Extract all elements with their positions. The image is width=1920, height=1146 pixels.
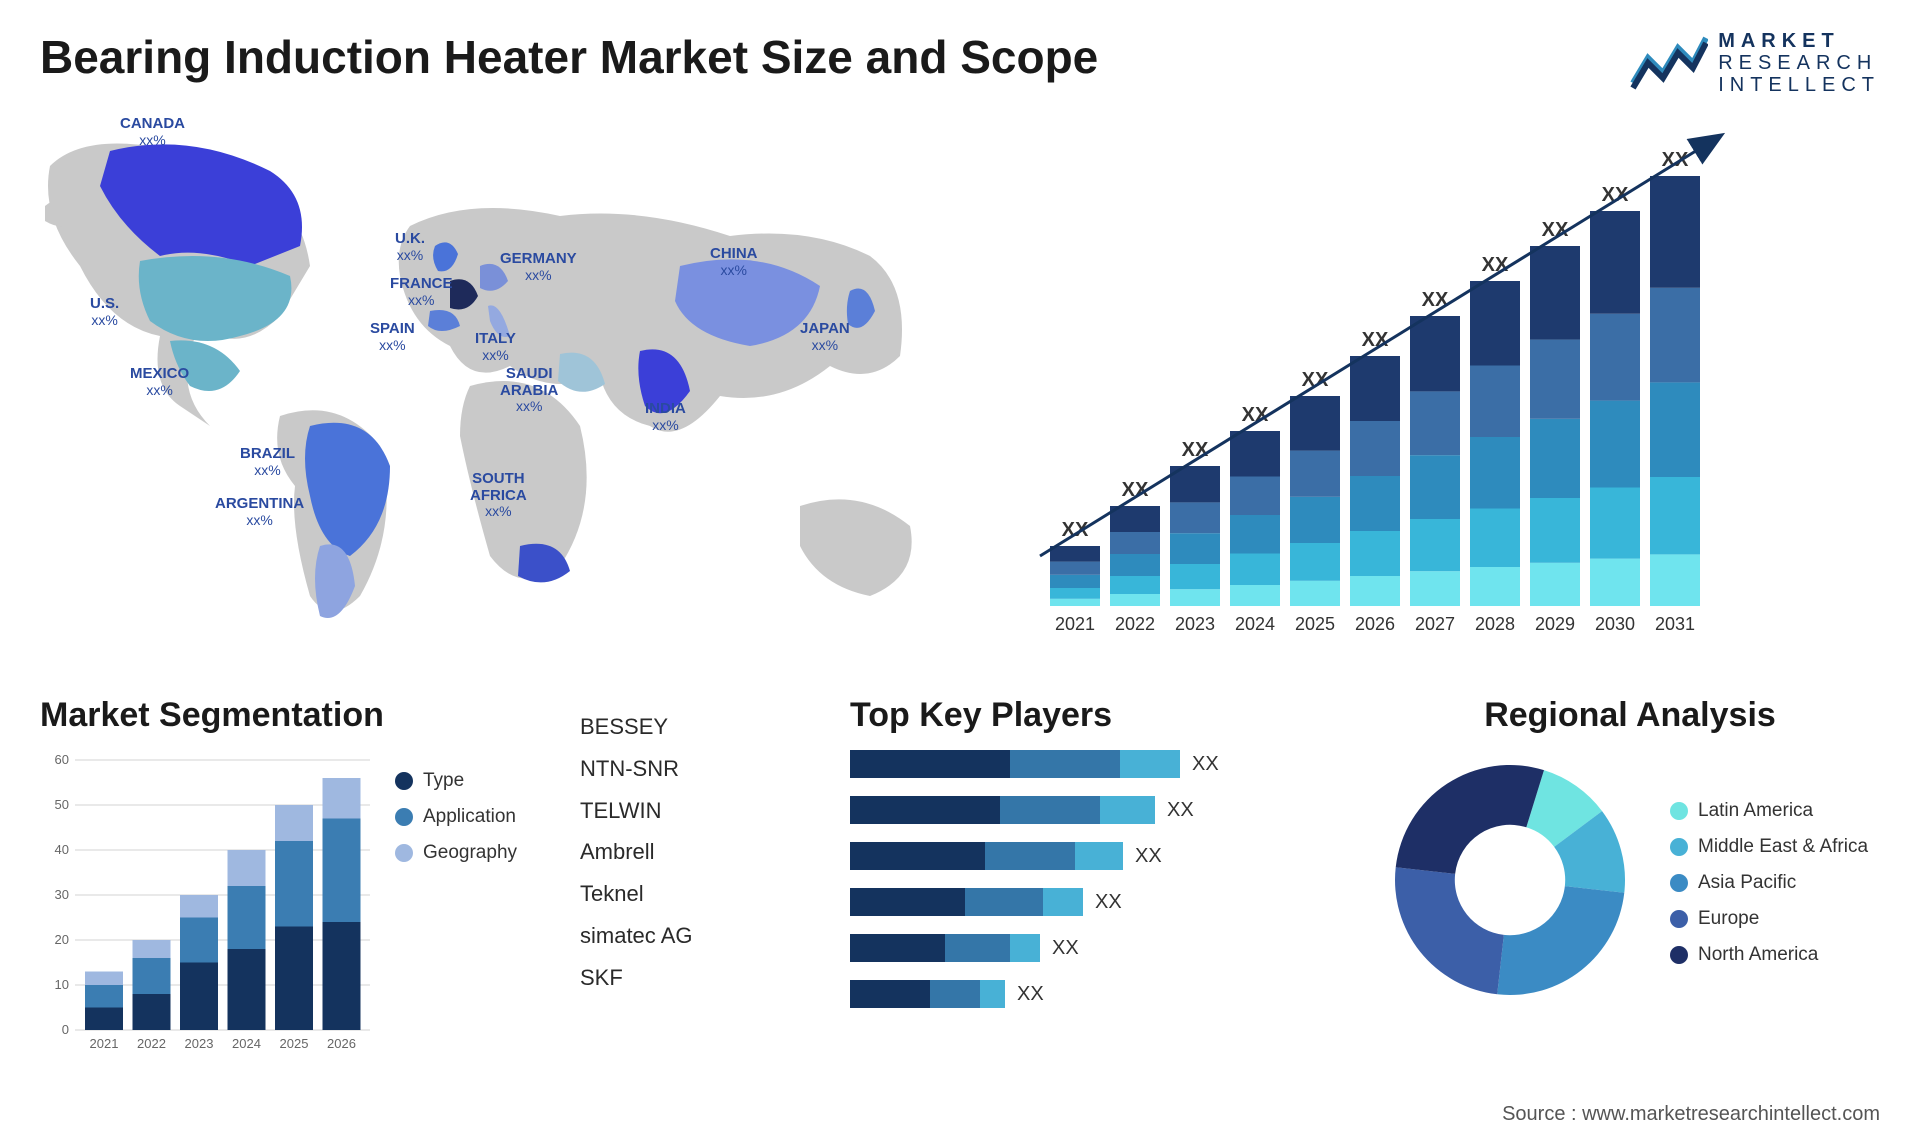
logo-line2: RESEARCH <box>1718 52 1880 74</box>
svg-text:2026: 2026 <box>327 1036 356 1051</box>
player-name: Teknel <box>580 873 820 915</box>
legend-item: Middle East & Africa <box>1670 836 1868 858</box>
source-text: Source : www.marketresearchintellect.com <box>1502 1103 1880 1126</box>
legend-item: Europe <box>1670 908 1868 930</box>
player-name: NTN-SNR <box>580 748 820 790</box>
map-label: CANADAxx% <box>120 116 185 149</box>
player-bar-row: XX <box>850 796 1350 824</box>
map-label: U.S.xx% <box>90 296 119 329</box>
svg-text:2021: 2021 <box>1055 614 1095 634</box>
legend-item: Latin America <box>1670 800 1868 822</box>
svg-text:10: 10 <box>55 977 69 992</box>
map-label: SOUTHAFRICAxx% <box>470 471 527 521</box>
players-title: Top Key Players <box>850 696 1350 735</box>
segmentation-panel: Market Segmentation 0 10 20 30 40 50 60 2021 202… <box>40 696 540 1086</box>
svg-text:60: 60 <box>55 752 69 767</box>
svg-text:XX: XX <box>1482 254 1509 276</box>
svg-text:2024: 2024 <box>1235 614 1275 634</box>
map-label: INDIAxx% <box>645 401 686 434</box>
svg-text:2031: 2031 <box>1655 614 1695 634</box>
player-bar-row: XX <box>850 934 1350 962</box>
svg-text:XX: XX <box>1422 289 1449 311</box>
svg-text:2030: 2030 <box>1595 614 1635 634</box>
svg-text:2021: 2021 <box>90 1036 119 1051</box>
svg-text:2022: 2022 <box>1115 614 1155 634</box>
player-name: Ambrell <box>580 831 820 873</box>
svg-text:2023: 2023 <box>1175 614 1215 634</box>
svg-text:20: 20 <box>55 932 69 947</box>
map-label: U.K.xx% <box>395 231 425 264</box>
player-bar-row: XX <box>850 842 1350 870</box>
svg-text:30: 30 <box>55 887 69 902</box>
logo: MARKET RESEARCH INTELLECT <box>1628 30 1880 96</box>
svg-text:2029: 2029 <box>1535 614 1575 634</box>
map-label: BRAZILxx% <box>240 446 295 479</box>
map-label: CHINAxx% <box>710 246 758 279</box>
map-label: FRANCExx% <box>390 276 453 309</box>
map-label: JAPANxx% <box>800 321 850 354</box>
map-label: SAUDIARABIAxx% <box>500 366 558 416</box>
svg-text:2024: 2024 <box>232 1036 261 1051</box>
player-name: TELWIN <box>580 790 820 832</box>
regional-title: Regional Analysis <box>1380 696 1880 735</box>
page-title: Bearing Induction Heater Market Size and… <box>40 30 1098 84</box>
map-label: MEXICOxx% <box>130 366 189 399</box>
logo-line1: MARKET <box>1718 30 1880 52</box>
map-label: GERMANYxx% <box>500 251 577 284</box>
svg-text:2023: 2023 <box>185 1036 214 1051</box>
player-bar-row: XX <box>850 980 1350 1008</box>
legend-item: Type <box>395 770 517 792</box>
svg-text:2025: 2025 <box>280 1036 309 1051</box>
player-bar-row: XX <box>850 750 1350 778</box>
map-label: ITALYxx% <box>475 331 516 364</box>
legend-item: North America <box>1670 944 1868 966</box>
legend-item: Asia Pacific <box>1670 872 1868 894</box>
world-map: CANADAxx%U.S.xx%MEXICOxx%BRAZILxx%ARGENT… <box>40 126 980 646</box>
segmentation-title: Market Segmentation <box>40 696 540 735</box>
svg-text:2027: 2027 <box>1415 614 1455 634</box>
svg-text:2028: 2028 <box>1475 614 1515 634</box>
player-name: BESSEY <box>580 706 820 748</box>
forecast-chart: XX2021XX2022XX2023XX2024XX2025XX2026XX20… <box>1020 126 1880 646</box>
svg-text:50: 50 <box>55 797 69 812</box>
svg-text:2025: 2025 <box>1295 614 1335 634</box>
player-name: SKF <box>580 957 820 999</box>
map-label: ARGENTINAxx% <box>215 496 304 529</box>
regional-panel: Regional Analysis Latin America Middle Ea… <box>1380 696 1880 1086</box>
legend-item: Geography <box>395 842 517 864</box>
svg-text:XX: XX <box>1662 149 1689 171</box>
logo-icon <box>1628 33 1708 93</box>
player-name: simatec AG <box>580 915 820 957</box>
svg-text:XX: XX <box>1182 439 1209 461</box>
svg-text:0: 0 <box>62 1022 69 1037</box>
player-bar-row: XX <box>850 888 1350 916</box>
legend-item: Application <box>395 806 517 828</box>
players-panel: Top Key Players XX XX XX XX XX XX <box>850 696 1350 1086</box>
map-label: SPAINxx% <box>370 321 415 354</box>
svg-text:2026: 2026 <box>1355 614 1395 634</box>
players-list-panel: BESSEYNTN-SNRTELWINAmbrellTeknelsimatec … <box>570 696 820 1086</box>
svg-text:40: 40 <box>55 842 69 857</box>
svg-text:2022: 2022 <box>137 1036 166 1051</box>
logo-line3: INTELLECT <box>1718 74 1880 96</box>
